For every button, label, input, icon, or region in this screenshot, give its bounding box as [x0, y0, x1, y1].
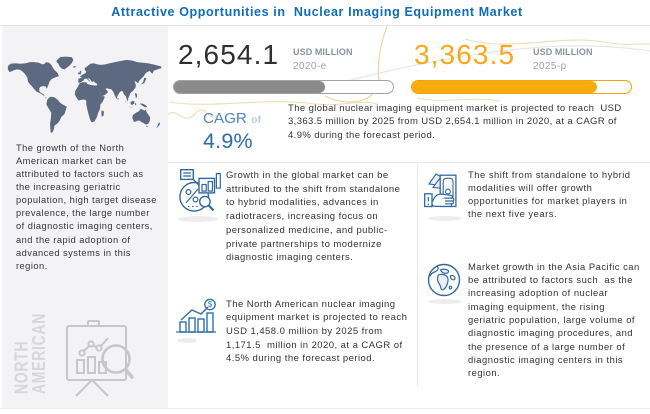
svg-text:$: $: [208, 300, 213, 309]
